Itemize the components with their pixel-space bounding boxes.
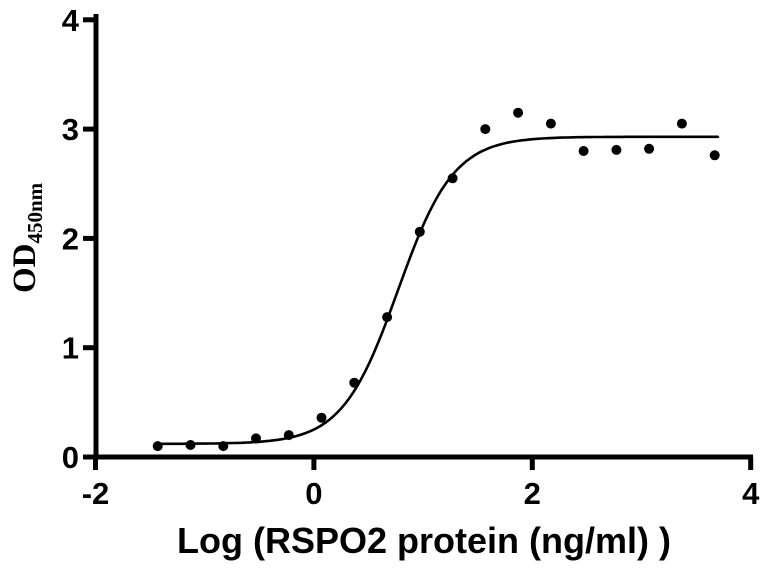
y-tick-label: 1 [62,331,79,366]
y-tick-label: 4 [62,3,80,38]
data-points [152,107,720,452]
y-tick-label: 3 [62,112,79,147]
data-point [709,150,720,161]
x-axis-ticks: -2 0 2 4 [82,457,760,511]
x-axis-title: Log (RSPO2 protein (ng/ml) ) [177,520,671,561]
data-point [349,377,360,388]
x-tick-label: 2 [524,476,541,511]
data-point [644,143,655,154]
y-axis-title: OD450nm [7,182,47,293]
y-axis-title-subscript: 450nm [23,182,47,243]
data-point [676,118,687,129]
data-point [545,118,556,129]
data-point [578,146,589,156]
y-axis-title-main: OD [7,244,43,294]
data-point [611,144,622,155]
data-point [382,312,393,323]
data-point [218,441,229,452]
x-tick-label: -2 [82,476,110,511]
data-point [480,124,491,135]
y-tick-label: 2 [62,221,79,256]
data-point [414,226,425,237]
data-point [185,440,196,450]
data-point [316,412,327,423]
data-point [152,441,163,452]
x-tick-label: 0 [305,476,322,511]
data-point [283,430,294,441]
fit-curve [156,135,720,446]
data-point [513,107,524,118]
y-axis-ticks: 0 1 2 3 4 [62,3,96,475]
data-point [251,433,261,444]
data-point [447,173,458,184]
y-tick-label: 0 [62,440,79,475]
x-tick-label: 4 [742,476,760,511]
